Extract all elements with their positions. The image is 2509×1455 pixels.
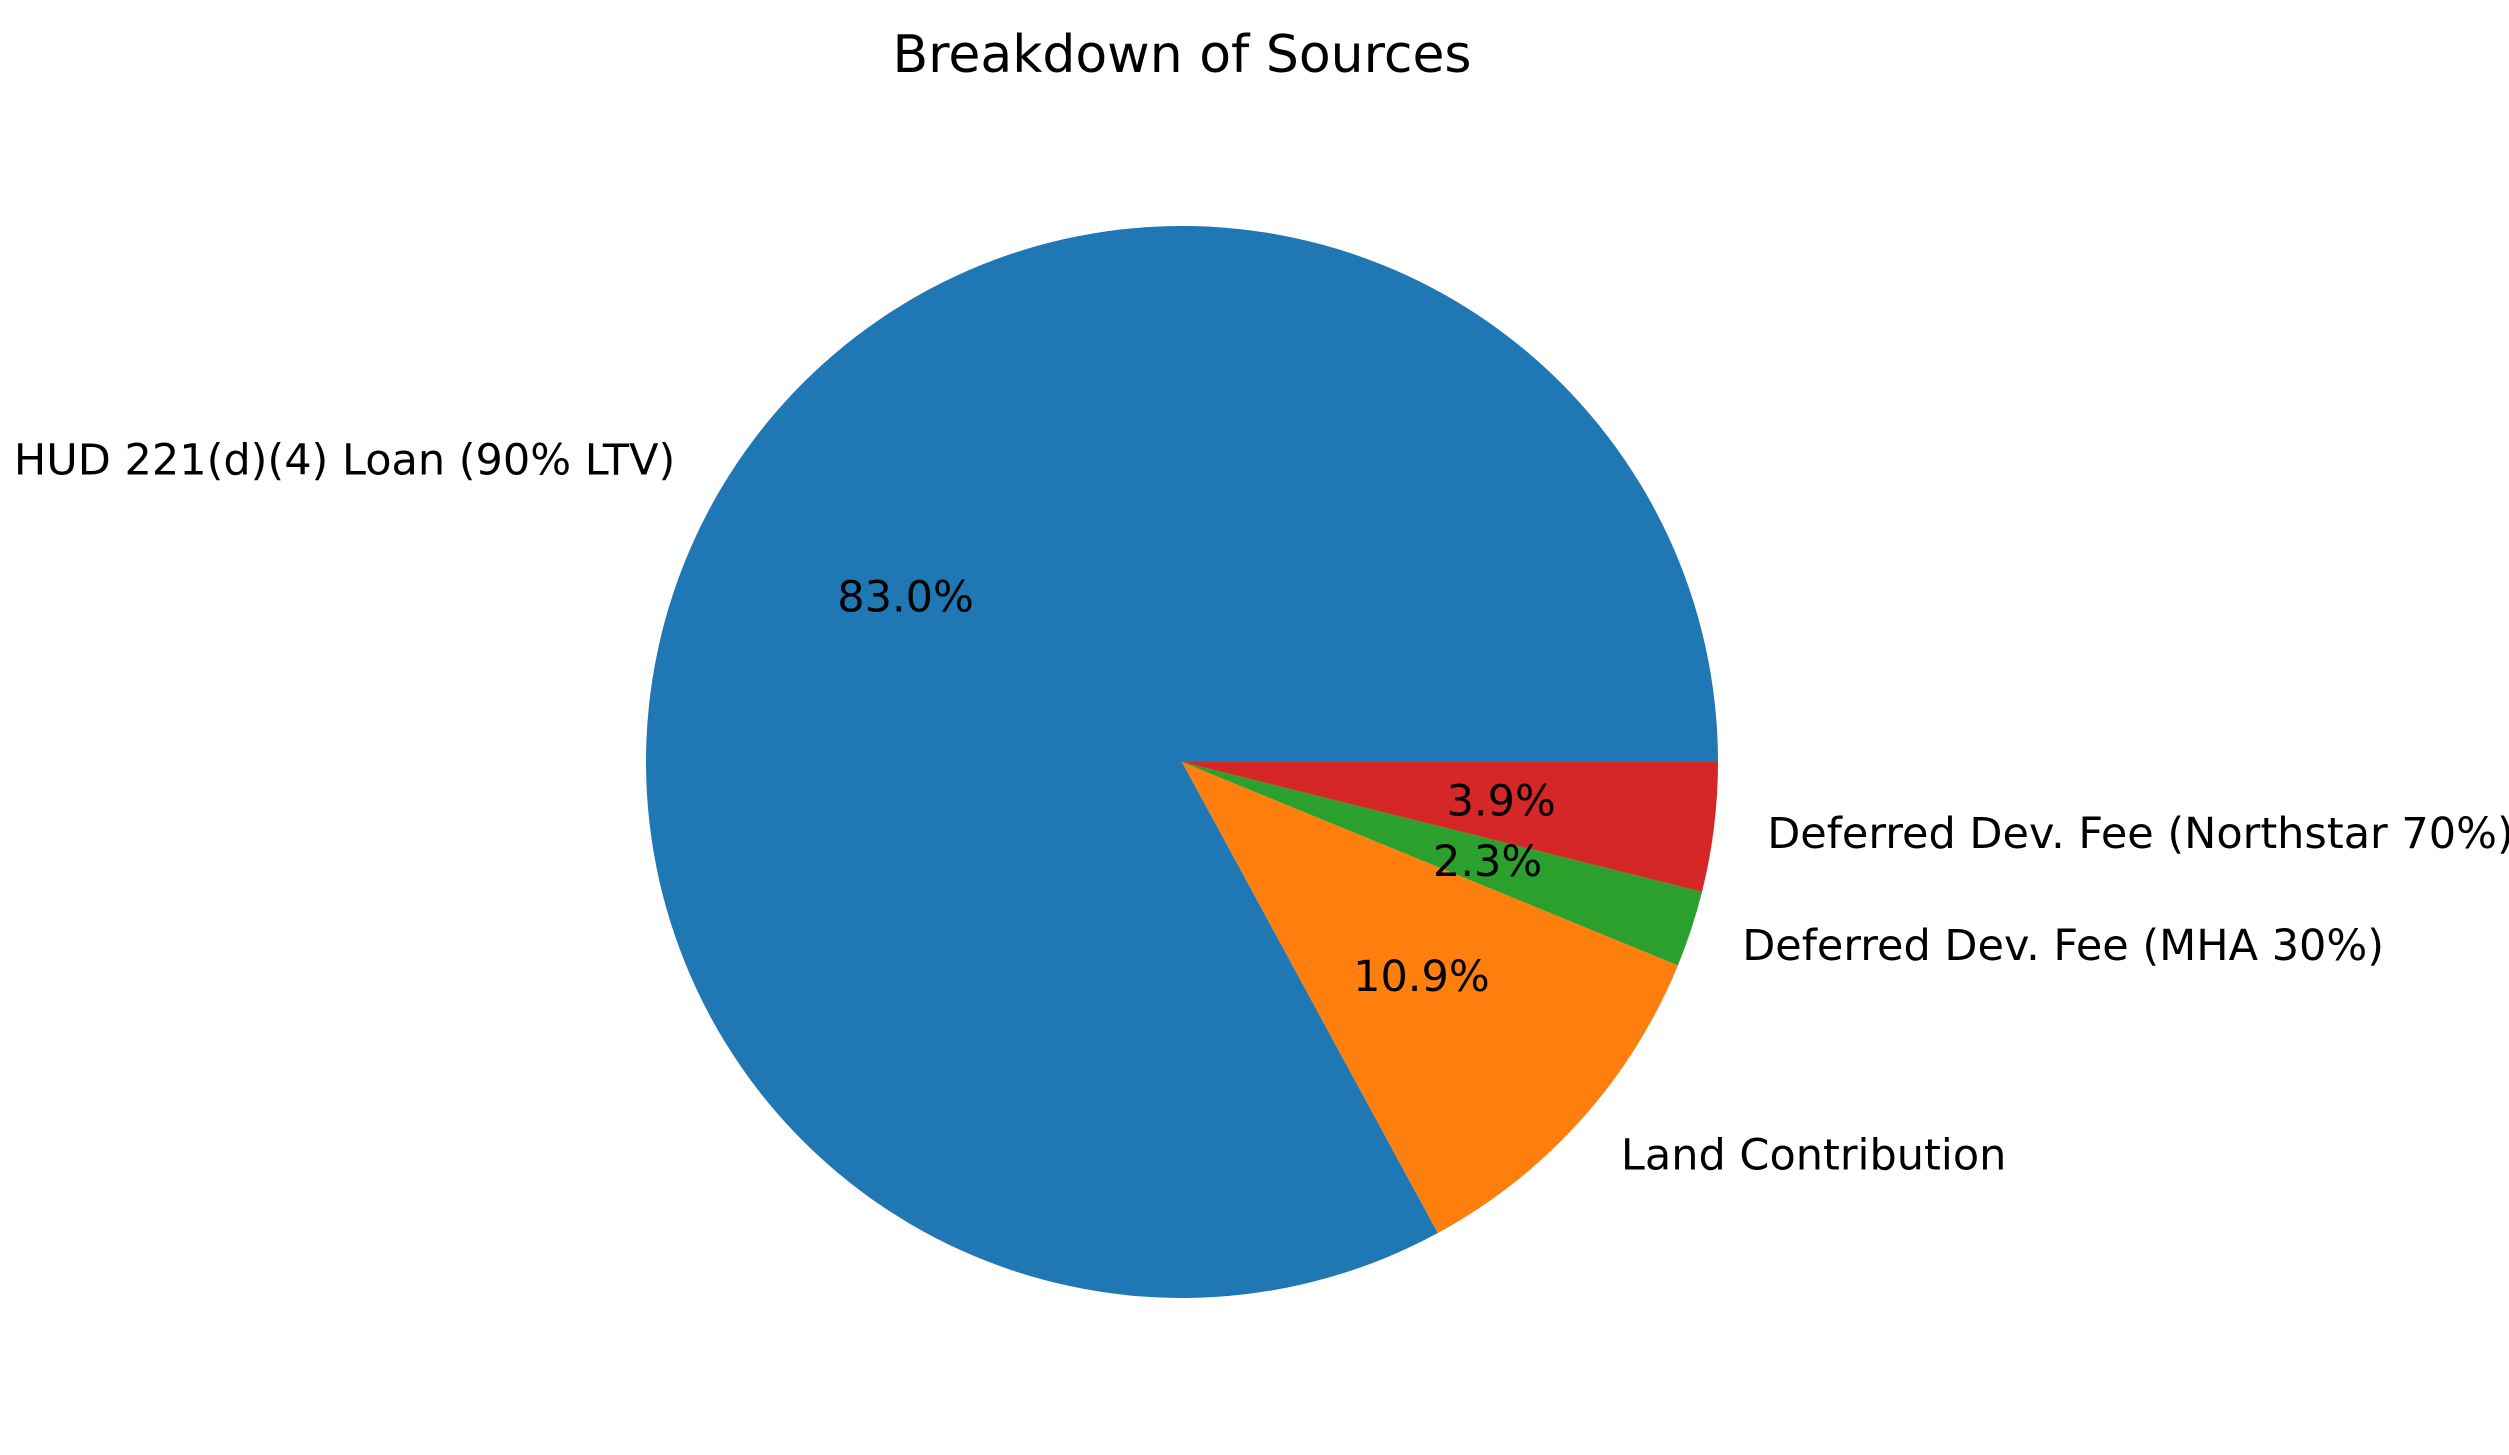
pie-slice-0 [646, 225, 1719, 1298]
slice-label-1: Land Contribution [1621, 1131, 2007, 1181]
pie-slice-2 [1182, 762, 1702, 966]
pie-labels: 83.0% HUD 221(d)(4) Loan (90% LTV) 10.9% La… [14, 436, 2509, 1181]
pie-slice-3 [1182, 762, 1718, 892]
pct-label-0: 83.0% [837, 573, 974, 623]
slice-label-3: Deferred Dev. Fee (Northstar 70%) [1767, 809, 2509, 859]
pct-label-3: 3.9% [1447, 776, 1556, 826]
pie-slices [646, 225, 1719, 1298]
pie-slice-1 [1182, 762, 1678, 1233]
chart-title: Breakdown of Sources [892, 25, 1471, 85]
pct-label-2: 2.3% [1433, 837, 1542, 887]
pct-label-1: 10.9% [1353, 952, 1490, 1002]
slice-label-2: Deferred Dev. Fee (MHA 30%) [1742, 921, 2384, 971]
slice-label-0: HUD 221(d)(4) Loan (90% LTV) [14, 436, 675, 486]
